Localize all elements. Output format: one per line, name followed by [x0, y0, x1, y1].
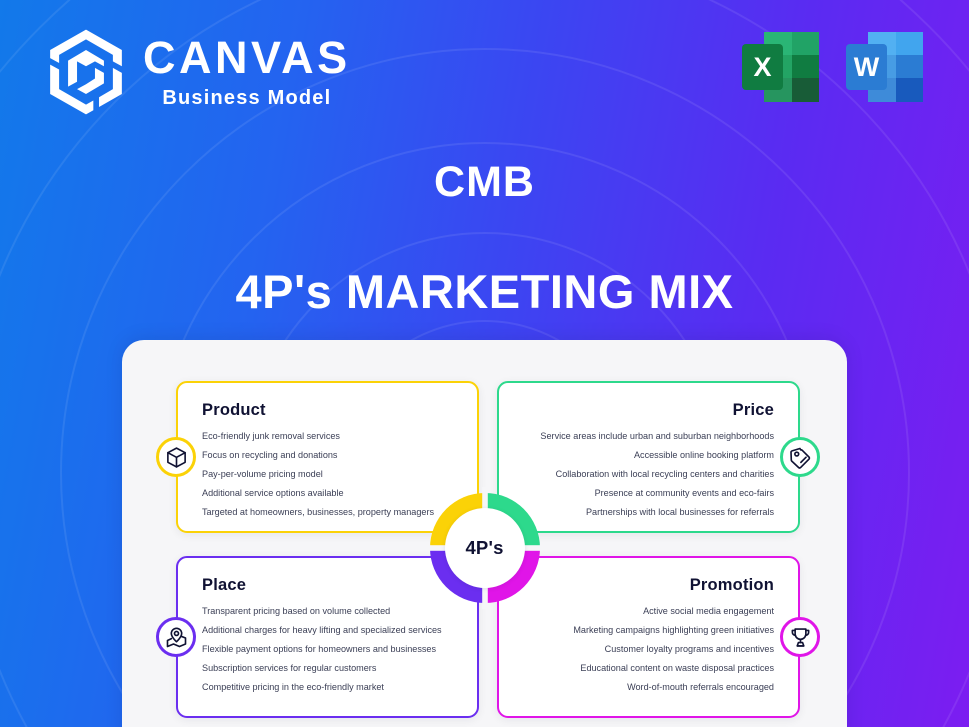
list-item: Flexible payment options for homeowners …	[202, 644, 437, 655]
headline-abbreviation: CMB	[434, 158, 535, 206]
trophy-icon	[780, 617, 820, 657]
quadrant-title-place: Place	[202, 576, 247, 594]
list-item: Presence at community events and eco-fai…	[594, 488, 774, 499]
list-item: Additional charges for heavy lifting and…	[202, 625, 442, 636]
list-item: Competitive pricing in the eco-friendly …	[202, 682, 384, 693]
center-donut: 4P's	[423, 487, 546, 609]
quadrant-list-promotion: Active social media engagement Marketing…	[523, 606, 774, 693]
headline-title: 4P's MARKETING MIX	[235, 265, 734, 319]
quadrant-list-place: Transparent pricing based on volume coll…	[202, 606, 453, 693]
quadrant-card-price[interactable]: Price Service areas include urban and su…	[497, 381, 820, 533]
center-donut-hole: 4P's	[444, 508, 525, 588]
list-item: Partnerships with local businesses for r…	[585, 507, 774, 518]
quadrant-title-promotion: Promotion	[689, 576, 774, 594]
list-item: Transparent pricing based on volume coll…	[202, 606, 391, 616]
office-file-icons: X W	[737, 26, 929, 110]
word-icon[interactable]: W	[841, 26, 929, 110]
quadrant-card-place[interactable]: Place Transparent pricing based on volum…	[156, 556, 479, 718]
cube-icon	[156, 437, 196, 477]
svg-text:W: W	[854, 52, 880, 82]
content-panel: Product Eco-friendly junk removal servic…	[122, 340, 847, 727]
svg-text:X: X	[753, 52, 771, 82]
quadrant-title-product: Product	[202, 401, 266, 419]
center-donut-label: 4P's	[465, 537, 504, 558]
quadrant-card-promotion[interactable]: Promotion Active social media engagement…	[497, 556, 820, 718]
quadrant-body-place: Place Transparent pricing based on volum…	[178, 558, 477, 712]
headline-block: CMB 4P's MARKETING MIX	[0, 158, 969, 319]
list-item: Pay-per-volume pricing model	[202, 469, 323, 480]
list-item: Service areas include urban and suburban…	[540, 431, 774, 441]
quadrant-body-price: Price Service areas include urban and su…	[499, 383, 798, 537]
quadrant-title-price: Price	[732, 401, 774, 419]
price-tag-icon	[780, 437, 820, 477]
list-item: Word-of-mouth referrals encouraged	[627, 682, 774, 693]
list-item: Educational content on waste disposal pr…	[580, 663, 774, 674]
list-item: Accessible online booking platform	[633, 450, 774, 461]
quadrant-body-product: Product Eco-friendly junk removal servic…	[178, 383, 477, 537]
list-item: Targeted at homeowners, businesses, prop…	[202, 507, 435, 518]
list-item: Collaboration with local recycling cente…	[555, 469, 774, 480]
quadrant-list-product: Eco-friendly junk removal services Focus…	[202, 431, 453, 518]
list-item: Subscription services for regular custom…	[202, 663, 377, 674]
list-item: Additional service options available	[202, 488, 344, 499]
quadrant-body-promotion: Promotion Active social media engagement…	[499, 558, 798, 712]
brand-subtitle: Business Model	[162, 86, 332, 109]
list-item: Active social media engagement	[643, 606, 774, 616]
hexagon-spiral-logo-icon	[45, 28, 127, 116]
brand-logo: CANVAS Business Model	[45, 28, 351, 116]
quadrant-card-product[interactable]: Product Eco-friendly junk removal servic…	[156, 381, 479, 533]
quadrant-list-price: Service areas include urban and suburban…	[523, 431, 774, 518]
brand-wordmark: CANVAS Business Model	[143, 35, 351, 110]
map-pin-icon	[156, 617, 196, 657]
excel-icon[interactable]: X	[737, 26, 825, 110]
list-item: Marketing campaigns highlighting green i…	[573, 625, 774, 636]
list-item: Focus on recycling and donations	[202, 450, 338, 461]
list-item: Eco-friendly junk removal services	[202, 431, 340, 441]
brand-title: CANVAS	[143, 31, 351, 83]
list-item: Customer loyalty programs and incentives	[604, 644, 774, 655]
